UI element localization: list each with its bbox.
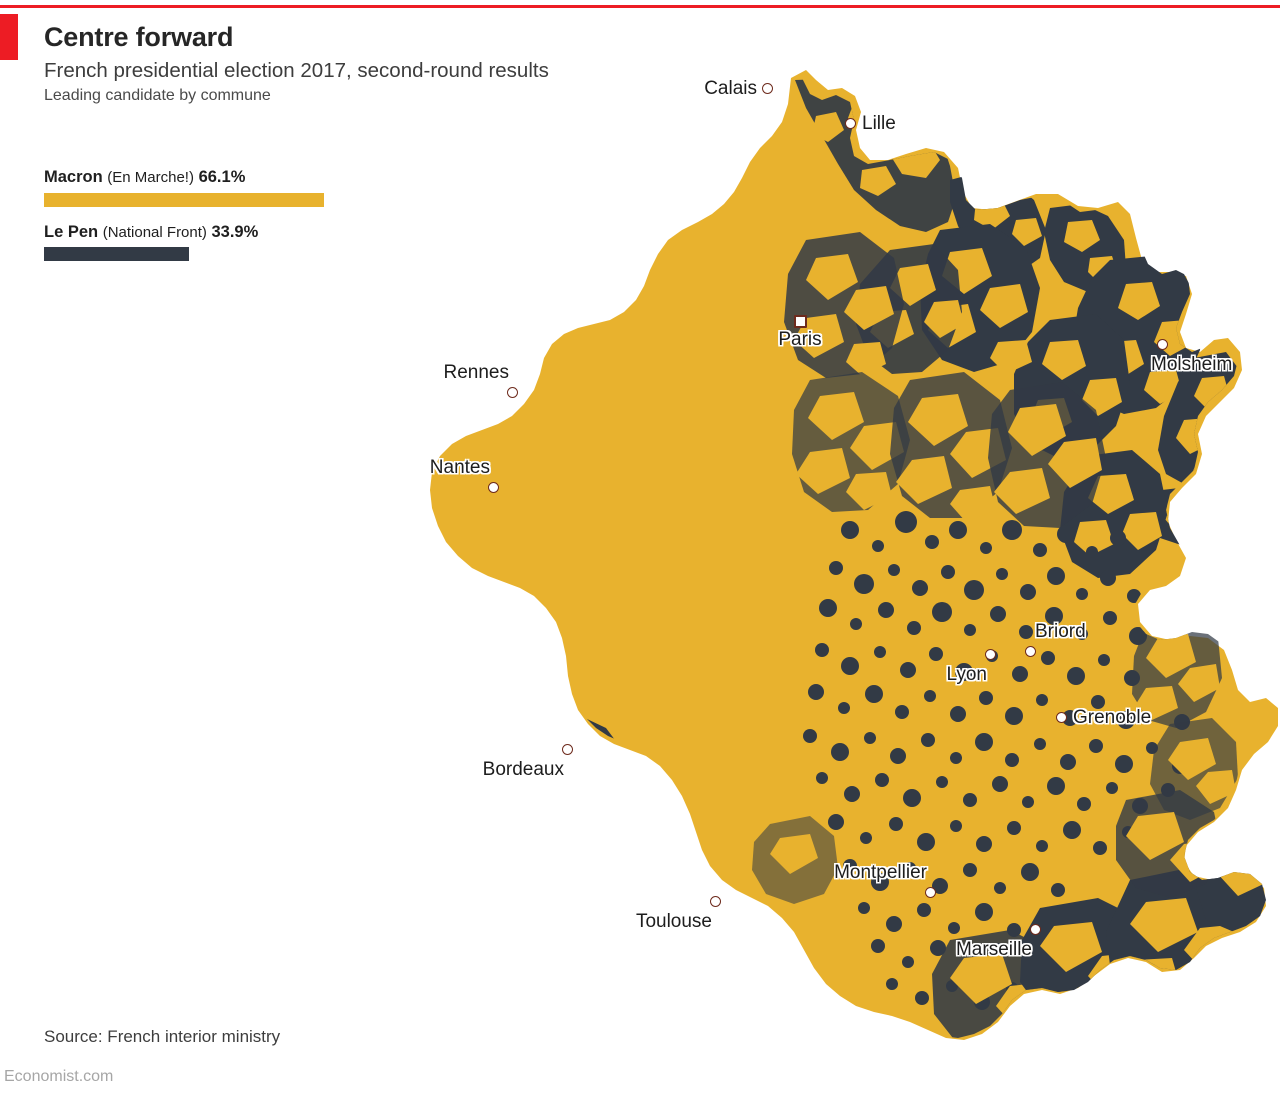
map-water-features <box>532 716 562 812</box>
city-label: Nantes <box>429 457 490 478</box>
map-pin-icon <box>488 482 499 493</box>
city-label: Briord <box>1035 621 1086 642</box>
map-pin-icon <box>562 744 573 755</box>
map-container[interactable]: Calais Lille Paris Molsheim Rennes Nante… <box>250 60 1280 1050</box>
page-subsubtitle: Leading candidate by commune <box>44 87 271 104</box>
page-title: Centre forward <box>44 22 234 52</box>
legend-percent-value: 66.1% <box>198 168 246 186</box>
city-label: Molsheim <box>1151 354 1233 375</box>
city-label: Bordeaux <box>482 759 564 780</box>
legend-swatch-macron <box>44 192 324 207</box>
economist-red-tab <box>0 14 18 60</box>
city-label: Calais <box>704 78 757 99</box>
map-pin-icon <box>507 387 518 398</box>
france-choropleth-map <box>430 70 1278 1040</box>
legend-candidate-name: Le Pen <box>44 222 99 241</box>
city-label: Montpellier <box>834 862 927 883</box>
economist-top-rule <box>0 5 1280 8</box>
legend-swatch-lepen <box>44 247 189 261</box>
city-label: Grenoble <box>1073 707 1152 728</box>
page-subtitle: French presidential election 2017, secon… <box>44 58 549 82</box>
legend-item-macron: Macron (En Marche!) 66.1% <box>44 168 464 207</box>
legend: Macron (En Marche!) 66.1% Le Pen (Nation… <box>44 168 464 277</box>
legend-item-lepen: Le Pen (National Front) 33.9% <box>44 223 464 261</box>
map-capital-pin-icon <box>793 314 807 328</box>
map-pin-icon <box>1030 924 1041 935</box>
map-pin-icon <box>762 83 773 94</box>
map-pin-icon <box>985 649 996 660</box>
city-label: Marseille <box>955 939 1032 960</box>
city-label: Rennes <box>443 362 510 383</box>
map-pin-icon <box>1025 646 1036 657</box>
map-pin-icon <box>1056 712 1067 723</box>
city-label: Lyon <box>946 664 988 685</box>
economist-watermark: Economist.com <box>4 1068 114 1085</box>
city-label: Paris <box>778 329 822 350</box>
map-pin-icon <box>925 887 936 898</box>
legend-candidate-name: Macron <box>44 168 103 186</box>
map-pin-icon <box>1157 339 1168 350</box>
legend-label-macron: Macron (En Marche!) 66.1% <box>44 168 464 187</box>
source-note: Source: French interior ministry <box>44 1027 281 1046</box>
map-pin-icon <box>845 118 856 129</box>
map-base-layer <box>430 70 1278 1040</box>
legend-party-name: (En Marche!) <box>107 169 194 186</box>
city-label: Toulouse <box>635 911 712 932</box>
france-outline-macron <box>430 70 1278 1040</box>
map-pin-icon <box>710 896 721 907</box>
legend-party-name: (National Front) <box>102 223 207 241</box>
legend-percent-value: 33.9% <box>211 222 259 241</box>
header: Centre forward French presidential elect… <box>44 22 684 106</box>
city-label: Lille <box>862 113 896 134</box>
legend-label-lepen: Le Pen (National Front) 33.9% <box>44 223 464 242</box>
